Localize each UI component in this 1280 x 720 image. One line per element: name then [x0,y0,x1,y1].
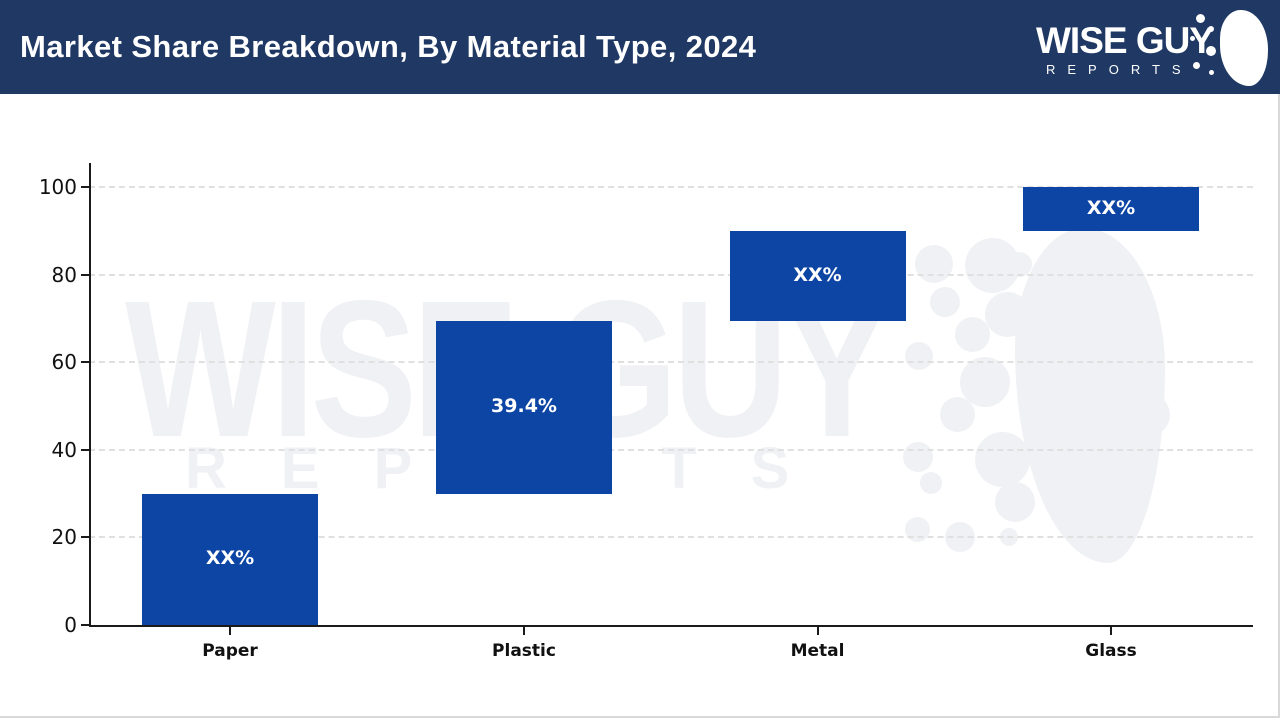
logo-dot [1190,36,1195,41]
header-bar: Market Share Breakdown, By Material Type… [0,0,1280,94]
watermark-face-shape [930,287,960,317]
watermark-face-shape [1007,252,1032,277]
watermark-face-shape [985,292,1030,337]
logo-face-icon [1220,10,1268,86]
logo-brand-text: WISE GUY [1036,20,1214,61]
x-axis-line [89,625,1253,627]
gridline-20 [89,536,1253,539]
y-tick-mark [81,448,89,451]
watermark-face-shape [960,357,1010,407]
bar-paper [142,493,318,625]
bar-value-label: 39.4% [491,395,557,418]
y-tick-label: 100 [38,175,77,199]
x-tick-mark [523,627,525,635]
x-tick-mark [1110,627,1112,635]
y-tick-label: 20 [51,525,77,550]
watermark-face-shape [1118,390,1170,438]
watermark-face-shape [1020,362,1050,392]
watermark-face-shape [905,342,933,370]
wise-guy-logo: WISE GUY REPORTS [1020,6,1272,88]
bar-value-label: XX% [1086,196,1136,219]
chart-title: Market Share Breakdown, By Material Type… [20,29,757,64]
bar-value-label: XX% [205,547,255,570]
bar-glass [1023,187,1199,231]
gridline-40 [89,448,1253,451]
watermark-face-shape [903,442,933,472]
x-tick-label: Plastic [492,641,556,661]
x-tick-label: Glass [1085,641,1137,661]
y-tick-mark [81,186,89,188]
logo-dot [1208,26,1214,32]
watermark-face-shape [1035,300,1057,322]
bar-metal [729,230,906,322]
y-tick-mark [81,273,89,276]
logo-dot [1193,62,1200,69]
image-border-bottom [0,716,1280,718]
bar-value-label: XX% [793,263,842,286]
logo-dot [1196,14,1205,23]
watermark-face-shape [915,245,953,283]
y-tick-mark [81,536,89,539]
y-tick-label: 40 [51,437,77,462]
logo-sub-text: REPORTS [1046,62,1193,77]
x-tick-label: Paper [202,641,258,661]
x-tick-label: Metal [790,641,845,661]
logo-dot [1209,70,1214,75]
y-tick-label: 60 [51,350,77,375]
watermark-face-shape [920,472,942,494]
y-tick-label: 0 [64,613,77,637]
image-border-right [1278,94,1280,718]
watermark-face-shape [975,432,1030,487]
bar-plastic [436,321,612,494]
y-tick-mark [81,624,89,626]
watermark-face-shape [940,397,975,432]
gridline-80 [89,273,1253,276]
y-tick-mark [81,361,89,364]
x-tick-mark [816,627,819,635]
gridline-60 [89,361,1253,364]
gridline-100 [89,186,1253,188]
logo-dot [1206,46,1216,56]
y-axis-line [89,163,91,627]
watermark-face-shape [995,482,1035,522]
watermark-face-shape [955,317,990,352]
watermark-face-shape [1032,432,1077,477]
x-tick-mark [229,627,231,635]
y-tick-label: 80 [51,262,77,287]
